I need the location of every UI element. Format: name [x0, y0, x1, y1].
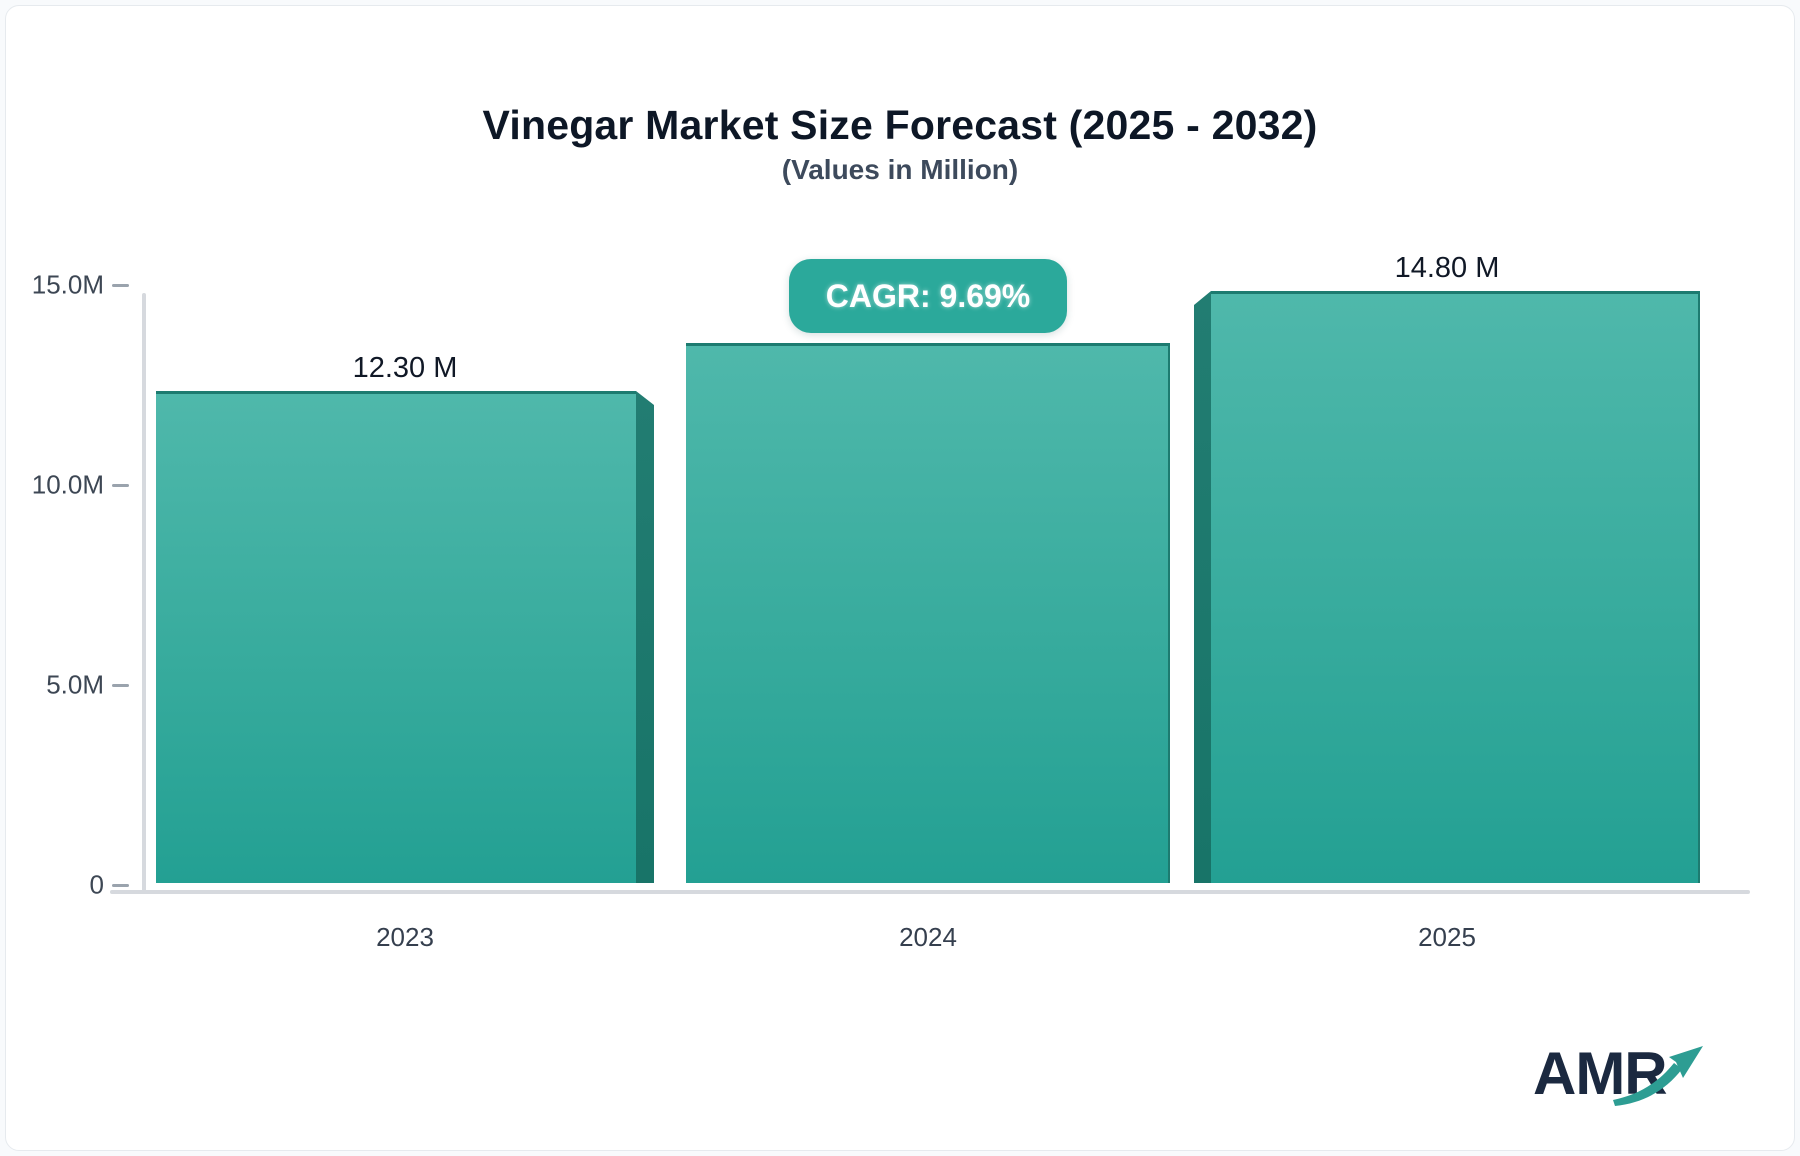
y-tick-mark	[112, 684, 129, 687]
y-tick-mark	[112, 284, 129, 287]
y-tick-label: 0	[89, 869, 104, 900]
y-tick-label: 10.0M	[31, 469, 104, 500]
bar-2024	[686, 343, 1170, 883]
bar-value-label: 14.80 M	[1394, 252, 1500, 284]
growth-arrow-icon	[1613, 1063, 1682, 1106]
bar-3d-side	[1194, 291, 1211, 883]
y-tick-label: 5.0M	[46, 669, 104, 700]
y-tick-label: 15.0M	[31, 269, 104, 300]
y-axis-line	[142, 293, 146, 892]
bar-2023	[156, 391, 636, 883]
bar-value-label: 12.30 M	[352, 352, 458, 384]
chart-title: Vinegar Market Size Forecast (2025 - 203…	[482, 102, 1318, 148]
bar-3d-side	[636, 391, 654, 883]
y-tick-mark	[112, 484, 129, 487]
y-tick-mark	[112, 884, 129, 887]
x-axis-label: 2025	[1418, 922, 1476, 952]
x-axis-line	[110, 890, 1750, 894]
chart-subtitle: (Values in Million)	[781, 154, 1019, 185]
x-axis-label: 2023	[376, 922, 434, 952]
growth-arrow-head	[1669, 1046, 1703, 1078]
amr-logo: AMR	[1533, 1040, 1703, 1107]
x-axis-label: 2024	[899, 922, 957, 952]
cagr-badge: CAGR: 9.69%	[789, 259, 1067, 333]
bar-2025	[1211, 291, 1700, 883]
chart-card: Vinegar Market Size Forecast (2025 - 203…	[5, 5, 1795, 1151]
